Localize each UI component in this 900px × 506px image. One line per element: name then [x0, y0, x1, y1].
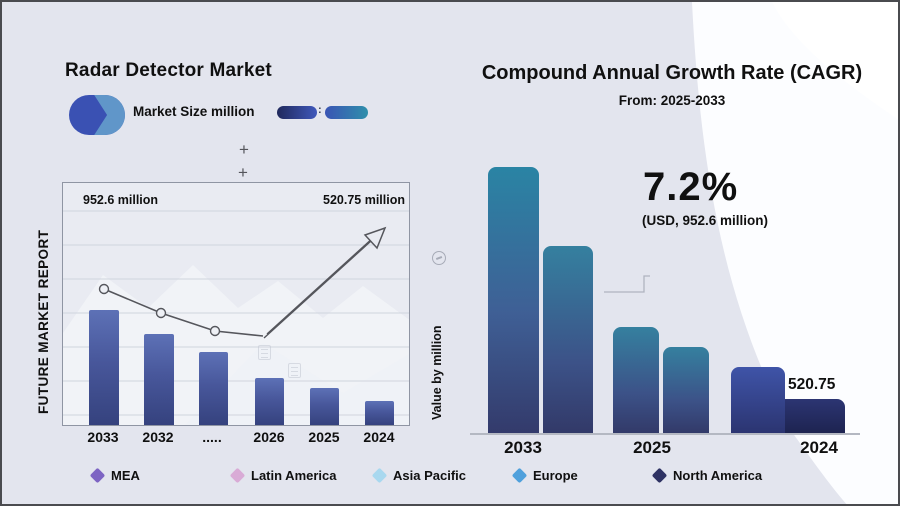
europe-diamond-icon [511, 467, 528, 484]
x-label-2026: 2026 [253, 429, 285, 445]
annotation-520: 520.75 million [323, 193, 405, 207]
value-label-520: 520.75 [788, 376, 836, 393]
plus-mark-icon: + [238, 163, 248, 182]
ratio-pill-dark-icon [277, 106, 317, 119]
bar-dots [199, 352, 228, 425]
bar-2026 [255, 378, 284, 425]
faint-grid-icon [258, 345, 271, 360]
cagr-bar-2024-a [731, 367, 785, 434]
circle-dash-icon [432, 251, 446, 265]
right-chart-baseline [470, 433, 860, 435]
rc-label-2024: 2024 [800, 438, 838, 457]
plus-mark-icon: + [239, 140, 249, 159]
legend-label: MEA [111, 468, 140, 483]
market-size-chart: 952.6 million 520.75 million [62, 182, 410, 426]
x-label-2033: 2033 [87, 429, 119, 445]
cagr-subtitle: From: 2025-2033 [618, 93, 726, 108]
rc-label-2025: 2025 [633, 438, 671, 457]
market-size-label: Market Size million [133, 104, 255, 119]
future-market-report-watermark: FUTURE MARKET REPORT [36, 229, 51, 414]
cagr-value: 7.2% [643, 165, 739, 209]
market-size-cylinder-icon [69, 95, 125, 135]
x-label-2025: 2025 [308, 429, 340, 445]
legend-item-europe: Europe [511, 467, 578, 484]
cagr-bar-2033-a [488, 167, 539, 434]
legend-item-north-america: North America [651, 467, 763, 484]
x-label-2032: 2032 [142, 429, 174, 445]
cagr-bar-2025-b [663, 347, 709, 434]
legend-label: Asia Pacific [393, 468, 466, 483]
ratio-colon: : [318, 104, 322, 116]
legend-item-asia-pacific: Asia Pacific [371, 467, 466, 484]
x-label-2024: 2024 [363, 429, 395, 445]
asia-pacific-diamond-icon [371, 467, 388, 484]
legend-label: Latin America [251, 468, 337, 483]
x-label-dots: ..... [202, 429, 222, 445]
cagr-bar-2033-b [543, 246, 593, 434]
legend-label: Europe [533, 468, 578, 483]
cagr-bar-2025-a [613, 327, 659, 434]
legend-label: North America [673, 468, 763, 483]
rc-label-2033: 2033 [504, 438, 542, 457]
step-bracket-line [604, 275, 650, 293]
value-by-million-label: Value by million [430, 325, 444, 420]
mea-diamond-icon [89, 467, 106, 484]
annotation-952: 952.6 million [83, 193, 159, 207]
cagr-note: (USD, 952.6 million) [642, 213, 769, 228]
legend-item-latin-america: Latin America [229, 467, 337, 484]
bar-2032 [144, 334, 174, 425]
cagr-title: Compound Annual Growth Rate (CAGR) [481, 62, 863, 84]
bar-2024 [365, 401, 394, 425]
latin-america-diamond-icon [229, 467, 246, 484]
ratio-pill-teal-icon [325, 106, 368, 119]
bar-2033 [89, 310, 119, 425]
bar-2025 [310, 388, 339, 425]
page-title: Radar Detector Market [65, 60, 272, 81]
faint-grid-icon [288, 363, 301, 378]
north-america-diamond-icon [651, 467, 668, 484]
cagr-bar-2024-b [785, 399, 845, 434]
legend-item-mea: MEA [89, 467, 140, 484]
